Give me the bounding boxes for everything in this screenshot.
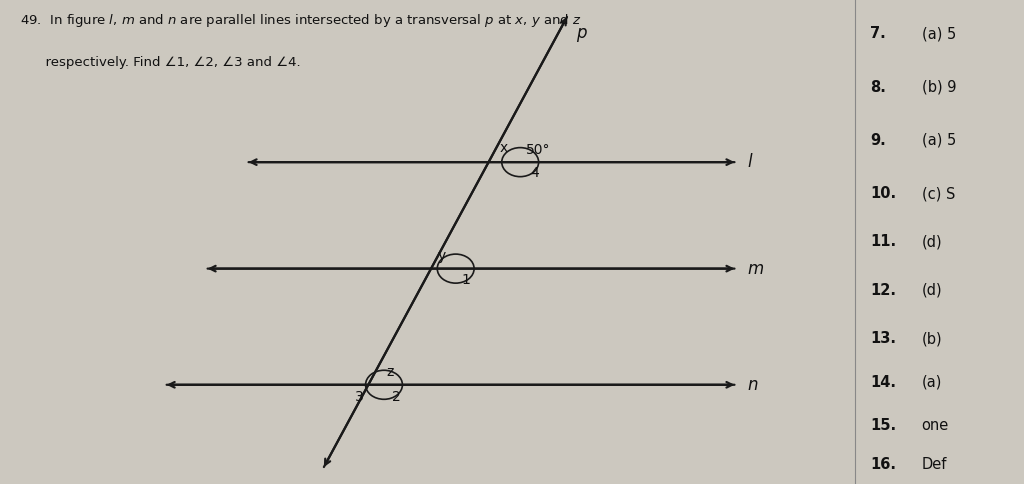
- Text: 11.: 11.: [870, 235, 897, 249]
- Text: respectively. Find ∠1, ∠2, ∠3 and ∠4.: respectively. Find ∠1, ∠2, ∠3 and ∠4.: [20, 56, 301, 69]
- Text: 1: 1: [462, 272, 471, 287]
- Text: (b): (b): [922, 332, 942, 346]
- Text: n: n: [748, 376, 758, 394]
- Text: 49.  In figure $l$, $m$ and $n$ are parallel lines intersected by a transversal : 49. In figure $l$, $m$ and $n$ are paral…: [20, 12, 582, 29]
- Text: z: z: [386, 365, 393, 379]
- Text: (b) 9: (b) 9: [922, 80, 956, 94]
- Text: 12.: 12.: [870, 283, 896, 298]
- Text: 50°: 50°: [526, 143, 551, 157]
- Text: one: one: [922, 419, 949, 433]
- Text: 7.: 7.: [870, 27, 886, 41]
- Text: l: l: [748, 153, 753, 171]
- Text: 2: 2: [392, 390, 401, 404]
- Text: 13.: 13.: [870, 332, 896, 346]
- Text: (c) S: (c) S: [922, 186, 955, 201]
- Text: m: m: [748, 259, 764, 278]
- Text: y: y: [437, 249, 445, 263]
- Text: p: p: [577, 24, 587, 42]
- Text: (a): (a): [922, 375, 942, 390]
- Text: 4: 4: [530, 166, 540, 180]
- Text: 16.: 16.: [870, 457, 896, 472]
- Text: 9.: 9.: [870, 133, 886, 148]
- Text: (a) 5: (a) 5: [922, 133, 955, 148]
- Text: Def: Def: [922, 457, 947, 472]
- Text: (a) 5: (a) 5: [922, 27, 955, 41]
- Text: 8.: 8.: [870, 80, 887, 94]
- Text: (d): (d): [922, 283, 942, 298]
- Text: x: x: [500, 141, 508, 155]
- Text: 3: 3: [354, 390, 364, 404]
- Text: 10.: 10.: [870, 186, 897, 201]
- Text: 15.: 15.: [870, 419, 897, 433]
- Text: 14.: 14.: [870, 375, 896, 390]
- Text: (d): (d): [922, 235, 942, 249]
